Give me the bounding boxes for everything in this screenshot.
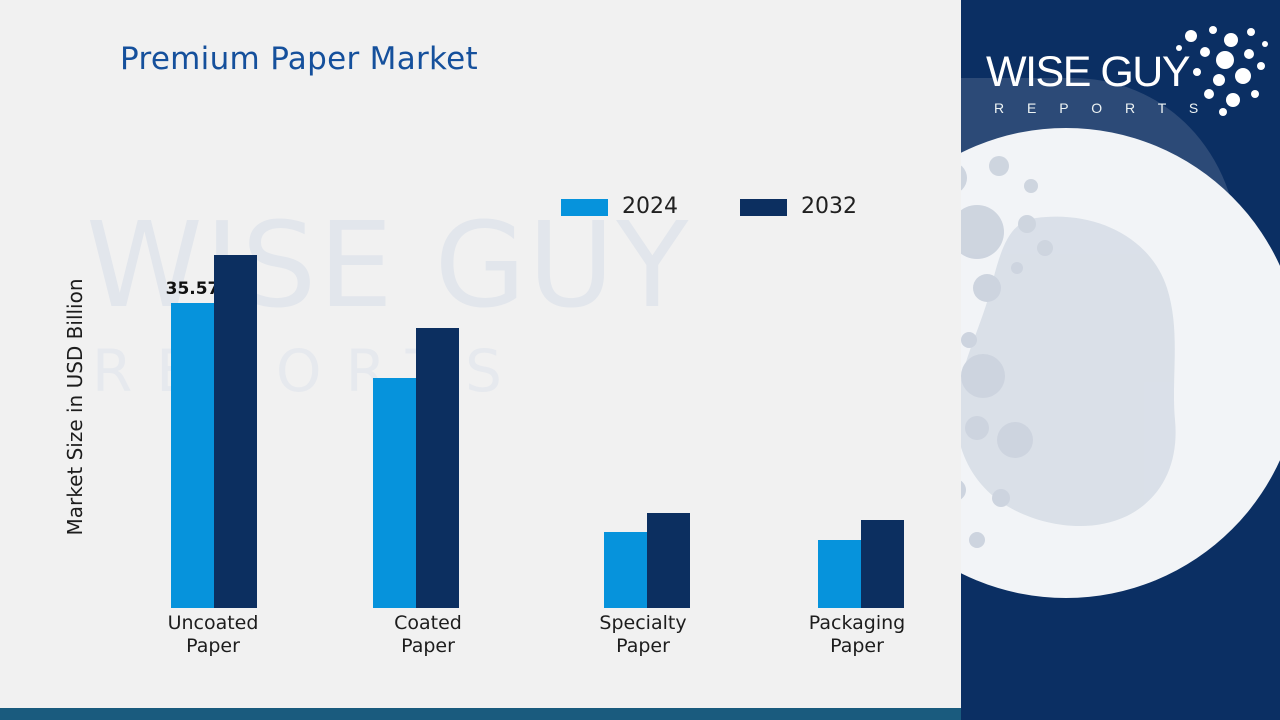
category-label-line2: Paper xyxy=(401,635,455,657)
plot-area: 35.57 xyxy=(96,180,936,608)
legend-item-2032[interactable]: 2032 xyxy=(740,196,857,218)
bar-2032-packaging-paper[interactable] xyxy=(861,520,904,608)
legend-swatch-2032 xyxy=(740,198,787,216)
brand-panel: WISE GUY R E P O R T S xyxy=(961,0,1280,720)
category-label-coated-paper: Coated Paper xyxy=(338,612,518,658)
category-label-line1: Specialty xyxy=(599,612,687,634)
category-label-line2: Paper xyxy=(186,635,240,657)
category-label-specialty-paper: Specialty Paper xyxy=(553,612,733,658)
bar-2032-uncoated-paper[interactable] xyxy=(214,255,257,608)
legend-swatch-2024 xyxy=(561,198,608,216)
category-label-line2: Paper xyxy=(830,635,884,657)
logo-dot-burst-icon xyxy=(1176,26,1268,116)
bar-2024-packaging-paper[interactable] xyxy=(818,540,861,608)
bar-2032-specialty-paper[interactable] xyxy=(647,513,690,608)
bar-2024-coated-paper[interactable] xyxy=(373,378,416,608)
chart-legend: 2024 2032 xyxy=(561,196,857,218)
category-label-line1: Uncoated xyxy=(167,612,259,634)
category-label-line2: Paper xyxy=(616,635,670,657)
category-label-line1: Coated xyxy=(394,612,462,634)
bar-2032-coated-paper[interactable] xyxy=(416,328,459,608)
brain-dot-pattern xyxy=(961,156,1176,548)
category-label-uncoated-paper: Uncoated Paper xyxy=(123,612,303,658)
footer-accent-bar xyxy=(0,708,961,720)
logo-wordmark: WISE GUY xyxy=(986,48,1191,96)
y-axis-label: Market Size in USD Billion xyxy=(63,278,87,536)
bar-value-2024-uncoated-paper: 35.57 xyxy=(165,279,220,299)
bar-2024-specialty-paper[interactable] xyxy=(604,532,647,608)
category-label-packaging-paper: Packaging Paper xyxy=(767,612,947,658)
company-logo: WISE GUY R E P O R T S xyxy=(986,22,1268,117)
legend-item-2024[interactable]: 2024 xyxy=(561,196,678,218)
legend-label-2032: 2032 xyxy=(801,194,857,219)
x-axis-category-labels: Uncoated Paper Coated Paper Specialty Pa… xyxy=(96,612,936,672)
legend-label-2024: 2024 xyxy=(622,194,678,219)
page-title: Premium Paper Market xyxy=(120,41,479,77)
bar-2024-uncoated-paper[interactable]: 35.57 xyxy=(166,279,219,608)
category-label-line1: Packaging xyxy=(808,612,906,634)
logo-subtitle: R E P O R T S xyxy=(994,100,1208,116)
